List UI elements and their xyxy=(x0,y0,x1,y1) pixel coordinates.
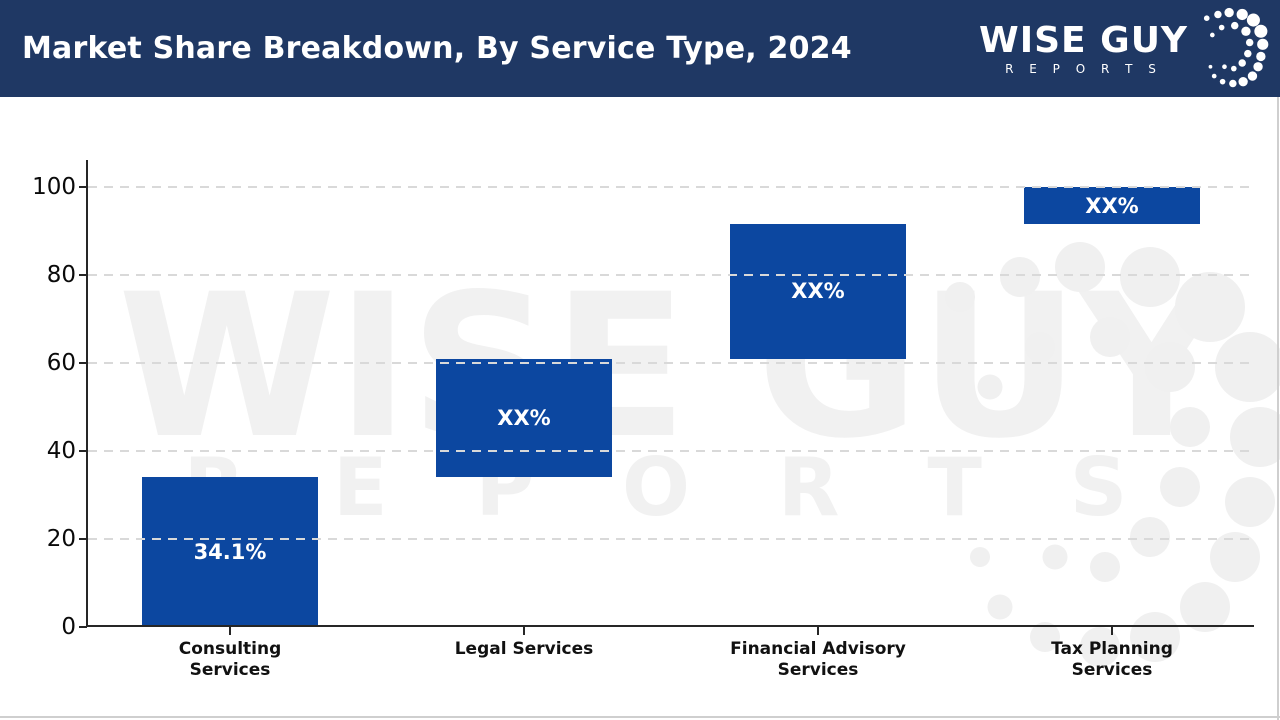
gridline-40 xyxy=(88,450,1253,452)
x-category-label-line: Legal Services xyxy=(454,639,594,659)
y-tick-mark-0 xyxy=(79,626,87,628)
bar-segment: 34.1% xyxy=(142,476,318,627)
y-tick-label-60: 60 xyxy=(46,350,76,376)
logo-text: WISE GUY R E P O R T S xyxy=(978,19,1188,76)
bar-segment: XX% xyxy=(730,224,906,359)
watermark-face-dots-icon xyxy=(945,242,1280,667)
x-tick-mark xyxy=(1111,627,1113,635)
figure-right-border xyxy=(1277,97,1279,720)
bar-value-label: 34.1% xyxy=(193,539,267,564)
bar-segment: XX% xyxy=(436,358,612,477)
y-tick-label-40: 40 xyxy=(46,438,76,464)
x-category-label: Legal Services xyxy=(414,639,634,660)
y-tick-label-0: 0 xyxy=(61,614,76,640)
bar-segment: XX% xyxy=(1024,187,1200,225)
x-tick-mark xyxy=(523,627,525,635)
gridline-100 xyxy=(88,186,1253,188)
x-category-label-line: Tax Planning xyxy=(1051,639,1173,659)
x-category-label-line: Services xyxy=(189,660,271,680)
header-bar: Market Share Breakdown, By Service Type,… xyxy=(0,0,1280,97)
bar-value-label: XX% xyxy=(1085,193,1139,218)
figure-bottom-border xyxy=(0,716,1280,718)
gridline-20 xyxy=(88,538,1253,540)
watermark-text-line2: R E P O R T S xyxy=(183,441,1158,534)
x-category-label: Consulting Services xyxy=(120,639,340,681)
y-tick-label-20: 20 xyxy=(46,526,76,552)
x-category-label: Tax Planning Services xyxy=(1002,639,1222,681)
x-axis-line xyxy=(86,625,1254,627)
wise-guy-face-icon xyxy=(1203,7,1269,87)
y-tick-mark-60 xyxy=(79,362,87,364)
y-axis-line xyxy=(86,160,88,627)
y-tick-mark-20 xyxy=(79,538,87,540)
gridline-80 xyxy=(88,274,1253,276)
y-tick-label-100: 100 xyxy=(32,174,76,200)
x-category-label-line: Consulting xyxy=(178,639,282,659)
x-category-label-line: Services xyxy=(1071,660,1153,680)
y-tick-mark-80 xyxy=(79,274,87,276)
bar-value-label: XX% xyxy=(497,405,551,430)
x-category-label-line: Financial Advisory xyxy=(730,639,906,659)
bar-value-label: XX% xyxy=(791,279,845,304)
x-tick-mark xyxy=(229,627,231,635)
wise-guy-logo: WISE GUY R E P O R T S xyxy=(979,7,1280,91)
y-tick-label-80: 80 xyxy=(46,262,76,288)
watermark-text-line1: WISE GUY xyxy=(117,251,1224,482)
x-category-label-line: Services xyxy=(777,660,859,680)
y-tick-mark-40 xyxy=(79,450,87,452)
logo-tagline: R E P O R T S xyxy=(1005,61,1162,76)
y-tick-mark-100 xyxy=(79,186,87,188)
x-tick-mark xyxy=(817,627,819,635)
gridline-60 xyxy=(88,362,1253,364)
chart-title: Market Share Breakdown, By Service Type,… xyxy=(22,31,852,66)
logo-name: WISE GUY xyxy=(978,19,1188,61)
x-category-label: Financial Advisory Services xyxy=(708,639,928,681)
